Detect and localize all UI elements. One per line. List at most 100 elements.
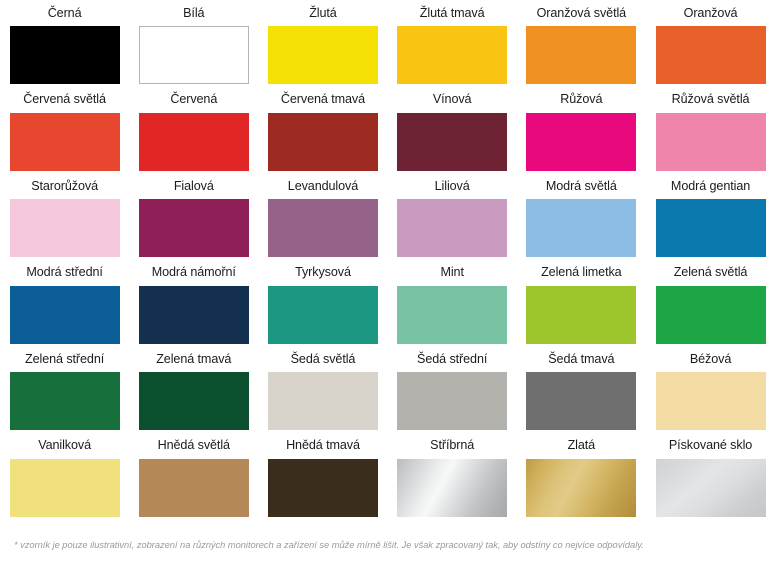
swatch-color-chip[interactable]	[267, 372, 378, 430]
swatch-color-chip[interactable]	[397, 26, 508, 84]
swatch-cell[interactable]: Šedá světlá	[258, 350, 387, 437]
swatch-label: Stříbrná	[430, 438, 475, 453]
swatch-label: Žlutá	[309, 5, 337, 20]
swatch-cell[interactable]: Zelená tmavá	[129, 350, 258, 437]
swatch-label: Vanilková	[38, 438, 91, 453]
swatch-color-chip[interactable]	[267, 458, 378, 517]
swatch-color-chip[interactable]	[397, 458, 508, 517]
swatch-color-chip[interactable]	[397, 372, 508, 430]
swatch-cell[interactable]: Stříbrná	[388, 437, 517, 524]
swatch-label: Hnědá světlá	[157, 438, 230, 453]
swatch-cell[interactable]: Oranžová	[646, 4, 775, 91]
swatch-cell[interactable]: Modrá střední	[0, 264, 129, 351]
swatch-color-chip[interactable]	[9, 112, 120, 171]
swatch-label: Levandulová	[287, 178, 359, 193]
swatch-color-chip[interactable]	[655, 26, 766, 84]
swatch-color-chip[interactable]	[267, 285, 378, 344]
swatch-color-chip[interactable]	[526, 199, 637, 257]
swatch-color-chip[interactable]	[9, 458, 120, 517]
swatch-cell[interactable]: Hnědá světlá	[129, 437, 258, 524]
swatch-color-chip[interactable]	[526, 112, 637, 171]
swatch-label: Bílá	[183, 5, 205, 20]
swatch-color-chip[interactable]	[138, 285, 249, 344]
swatch-label: Tyrkysová	[295, 265, 351, 280]
swatch-label: Starorůžová	[31, 178, 98, 193]
swatch-cell[interactable]: Růžová	[517, 91, 646, 178]
swatch-cell[interactable]: Hnědá tmavá	[258, 437, 387, 524]
swatch-color-chip[interactable]	[526, 372, 637, 430]
swatch-cell[interactable]: Černá	[0, 4, 129, 91]
swatch-label: Mint	[440, 265, 464, 280]
swatch-color-chip[interactable]	[526, 285, 637, 344]
swatch-cell[interactable]: Modrá světlá	[517, 177, 646, 264]
swatch-cell[interactable]: Béžová	[646, 350, 775, 437]
swatch-label: Žlutá tmavá	[419, 5, 485, 20]
swatch-cell[interactable]: Vínová	[388, 91, 517, 178]
swatch-cell[interactable]: Zlatá	[517, 437, 646, 524]
swatch-label: Šedá tmavá	[548, 351, 615, 366]
swatch-cell[interactable]: Zelená střední	[0, 350, 129, 437]
swatch-color-chip[interactable]	[9, 26, 120, 84]
swatch-color-chip[interactable]	[267, 199, 378, 257]
swatch-color-chip[interactable]	[397, 199, 508, 257]
swatch-color-chip[interactable]	[655, 199, 766, 257]
swatch-color-chip[interactable]	[267, 112, 378, 171]
swatch-cell[interactable]: Vanilková	[0, 437, 129, 524]
swatch-color-chip[interactable]	[267, 26, 378, 84]
swatch-label: Pískované sklo	[668, 438, 753, 453]
swatch-cell[interactable]: Červená	[129, 91, 258, 178]
swatch-color-chip[interactable]	[397, 112, 508, 171]
swatch-cell[interactable]: Oranžová světlá	[517, 4, 646, 91]
swatch-cell[interactable]: Červená světlá	[0, 91, 129, 178]
swatch-color-chip[interactable]	[138, 26, 249, 84]
swatch-label: Vínová	[432, 92, 472, 107]
swatch-label: Zelená střední	[25, 351, 105, 366]
swatch-cell[interactable]: Zelená světlá	[646, 264, 775, 351]
swatch-color-chip[interactable]	[138, 199, 249, 257]
swatch-color-chip[interactable]	[655, 372, 766, 430]
swatch-cell[interactable]: Levandulová	[258, 177, 387, 264]
swatch-cell[interactable]: Žlutá	[258, 4, 387, 91]
swatch-label: Růžová světlá	[671, 92, 750, 107]
swatch-label: Zlatá	[567, 438, 596, 453]
swatch-color-chip[interactable]	[655, 112, 766, 171]
swatch-color-chip[interactable]	[138, 458, 249, 517]
swatch-color-chip[interactable]	[138, 372, 249, 430]
swatch-label: Červená	[170, 92, 218, 107]
swatch-color-chip[interactable]	[138, 112, 249, 171]
swatch-color-chip[interactable]	[9, 199, 120, 257]
swatch-label: Fialová	[173, 178, 214, 193]
swatch-label: Zelená světlá	[673, 265, 748, 280]
swatch-cell[interactable]: Bílá	[129, 4, 258, 91]
swatch-label: Modrá světlá	[545, 178, 617, 193]
swatch-cell[interactable]: Liliová	[388, 177, 517, 264]
swatch-cell[interactable]: Zelená limetka	[517, 264, 646, 351]
swatch-cell[interactable]: Tyrkysová	[258, 264, 387, 351]
swatch-cell[interactable]: Starorůžová	[0, 177, 129, 264]
swatch-label: Růžová	[560, 92, 603, 107]
swatch-label: Modrá střední	[26, 265, 103, 280]
swatch-label: Červená tmavá	[280, 92, 366, 107]
swatch-color-chip[interactable]	[655, 458, 766, 517]
swatch-label: Liliová	[434, 178, 470, 193]
swatch-label: Hnědá tmavá	[286, 438, 360, 453]
swatch-cell[interactable]: Modrá gentian	[646, 177, 775, 264]
color-swatch-grid: Černá Bílá Žlutá Žlutá tmavá Oranžová světlá…	[0, 4, 775, 524]
swatch-color-chip[interactable]	[526, 458, 637, 517]
swatch-cell[interactable]: Pískované sklo	[646, 437, 775, 524]
swatch-cell[interactable]: Šedá střední	[388, 350, 517, 437]
swatch-cell[interactable]: Mint	[388, 264, 517, 351]
swatch-color-chip[interactable]	[9, 285, 120, 344]
swatch-cell[interactable]: Růžová světlá	[646, 91, 775, 178]
swatch-color-chip[interactable]	[397, 285, 508, 344]
swatch-cell[interactable]: Modrá námořní	[129, 264, 258, 351]
swatch-cell[interactable]: Červená tmavá	[258, 91, 387, 178]
swatch-color-chip[interactable]	[655, 285, 766, 344]
swatch-color-chip[interactable]	[9, 372, 120, 430]
swatch-cell[interactable]: Žlutá tmavá	[388, 4, 517, 91]
swatch-label: Oranžová	[683, 5, 738, 20]
swatch-color-chip[interactable]	[526, 26, 637, 84]
swatch-cell[interactable]: Fialová	[129, 177, 258, 264]
swatch-cell[interactable]: Šedá tmavá	[517, 350, 646, 437]
swatch-label: Zelená tmavá	[156, 351, 232, 366]
